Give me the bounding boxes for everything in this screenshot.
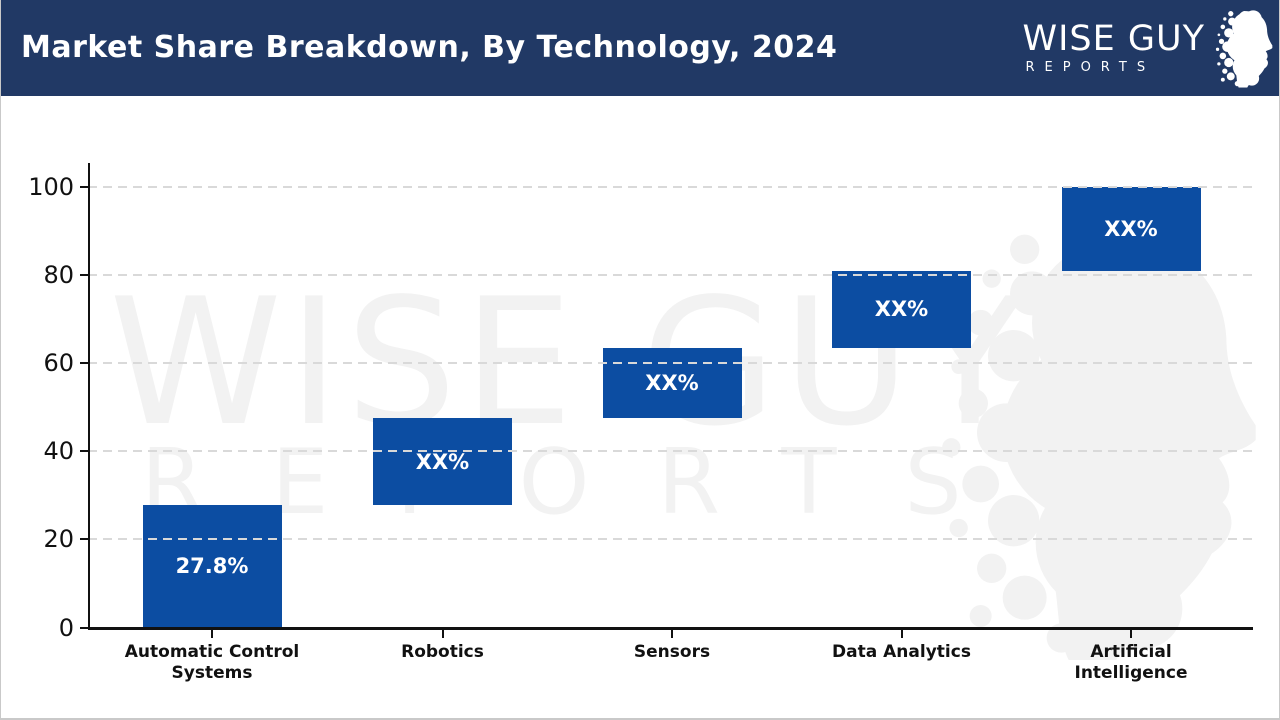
bar-value-label: 27.8% <box>175 554 249 579</box>
chart-area: WISE GUY REPORTS 0 20 40 60 80 100 27.8% XX% XX%… <box>1 96 1280 718</box>
x-axis-tick <box>441 629 444 638</box>
y-axis-tick-label: 80 <box>43 261 74 290</box>
bar-segment-1 <box>142 505 282 628</box>
x-axis-category-label: Data Analytics <box>832 641 971 662</box>
wiseguy-logo: WISE GUY REPORTS <box>1022 4 1273 92</box>
y-axis-tick <box>80 538 88 541</box>
x-axis-category-label: Sensors <box>633 641 711 662</box>
bar-value-label: XX% <box>645 371 699 396</box>
y-axis-tick-label: 20 <box>43 525 74 554</box>
dotted-head-profile-icon <box>1207 8 1273 88</box>
y-axis-tick-label: 40 <box>43 437 74 466</box>
x-axis-category-label: Artificial Intelligence <box>1074 641 1188 683</box>
y-axis-tick <box>80 450 88 453</box>
y-axis-tick-label: 60 <box>43 349 74 378</box>
gridline <box>88 362 1252 365</box>
gridline <box>88 186 1252 188</box>
bar-segment-3 <box>602 347 742 419</box>
gridline <box>88 450 1252 453</box>
header-bar: Market Share Breakdown, By Technology, 2… <box>1 0 1279 96</box>
x-axis-line <box>88 626 1253 630</box>
y-axis-tick <box>80 274 88 277</box>
y-axis-tick <box>80 626 88 629</box>
x-axis-tick <box>1130 629 1132 638</box>
gridline <box>88 538 1252 541</box>
page-title: Market Share Breakdown, By Technology, 2… <box>21 30 838 65</box>
y-axis-line <box>88 163 90 628</box>
bar-value-label: XX% <box>415 449 470 474</box>
x-axis-tick <box>671 629 673 638</box>
bar-segment-5 <box>1061 187 1201 271</box>
x-axis-category-label: Robotics <box>401 641 484 662</box>
y-axis-tick-label: 100 <box>28 173 74 201</box>
x-axis-tick <box>900 629 903 638</box>
logo-wordmark: WISE GUY <box>1022 19 1205 59</box>
bar-segment-4 <box>832 270 971 348</box>
bar-value-label: XX% <box>874 297 929 322</box>
bar-segment-2 <box>373 418 512 506</box>
y-axis-tick <box>80 362 88 365</box>
logo-subtext: REPORTS <box>1025 60 1156 75</box>
y-axis-tick-label: 0 <box>58 613 74 642</box>
x-axis-category-label: Automatic Control Systems <box>124 641 300 683</box>
y-axis-tick <box>80 186 88 188</box>
x-axis-tick <box>211 629 213 638</box>
gridline <box>88 274 1252 277</box>
bar-value-label: XX% <box>1104 216 1158 241</box>
